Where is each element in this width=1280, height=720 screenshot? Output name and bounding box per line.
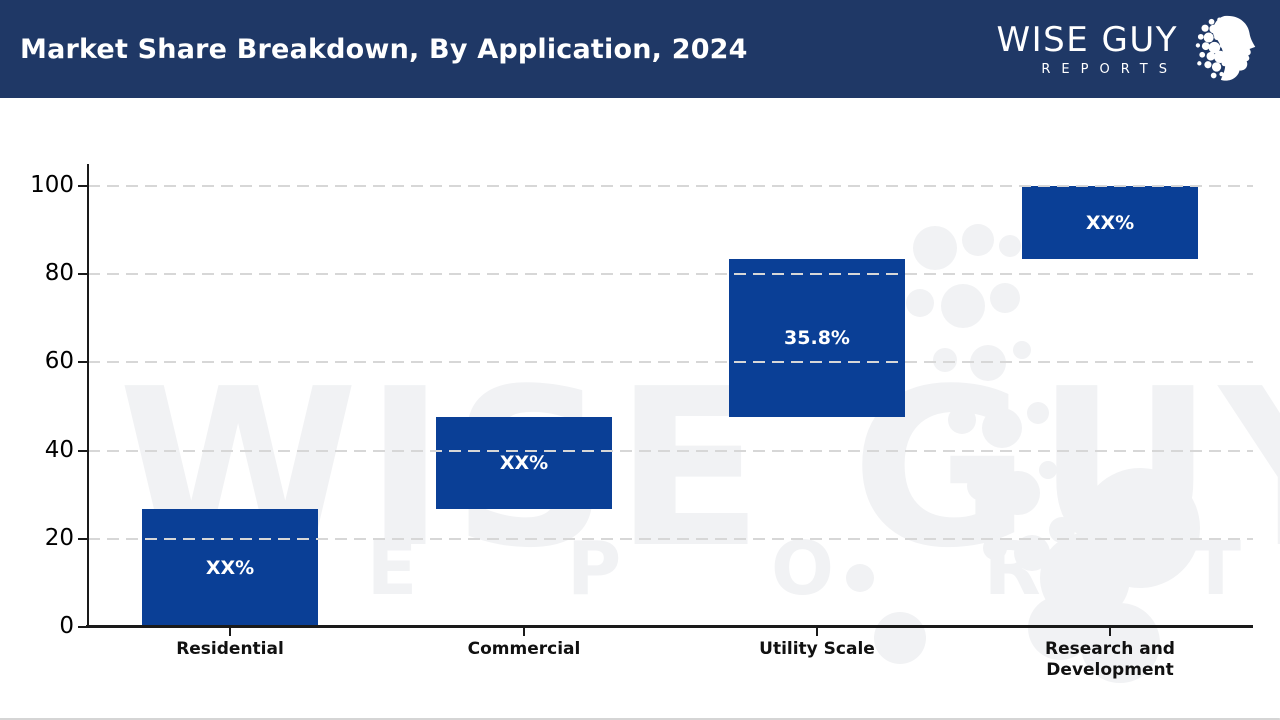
gridline <box>88 361 1253 364</box>
x-tick <box>523 628 525 636</box>
x-category-label: Residential <box>176 639 284 659</box>
waterfall-chart: WISE GUY R E P O R T S 020406080100XX%Re… <box>0 98 1280 718</box>
y-tick <box>78 537 88 540</box>
brand-subname: REPORTS <box>1041 61 1178 77</box>
bar-value-label: XX% <box>1085 211 1135 234</box>
y-tick <box>78 361 88 364</box>
y-tick-label: 0 <box>59 613 74 639</box>
page-title: Market Share Breakdown, By Application, … <box>20 33 748 65</box>
x-tick <box>816 628 818 636</box>
y-tick-label: 40 <box>44 436 74 463</box>
bar: XX% <box>142 508 318 627</box>
header-bar: Market Share Breakdown, By Application, … <box>0 0 1280 98</box>
bar-value-label: XX% <box>499 451 549 474</box>
y-tick <box>78 626 88 628</box>
brand-logo: WISE GUY REPORTS <box>996 9 1270 89</box>
gridline <box>88 537 1253 540</box>
brand-name: WISE GUY <box>996 19 1178 60</box>
brand-logo-text: WISE GUY REPORTS <box>996 23 1178 76</box>
bar-value-label: XX% <box>205 556 255 579</box>
y-tick-label: 20 <box>44 524 74 551</box>
dotted-face-logo-icon <box>1195 15 1256 81</box>
y-tick-label: 60 <box>44 348 74 375</box>
bar: 35.8% <box>729 259 905 418</box>
x-tick <box>229 628 231 636</box>
x-tick <box>1109 628 1111 636</box>
gridline <box>88 449 1253 452</box>
x-axis-spine <box>86 625 1253 628</box>
y-axis-spine <box>87 164 89 627</box>
y-tick <box>78 185 88 187</box>
bar: XX% <box>1022 186 1198 260</box>
x-category-label: Utility Scale <box>759 639 875 659</box>
y-tick <box>78 449 88 452</box>
gridline <box>88 185 1253 187</box>
y-tick-label: 80 <box>44 260 74 287</box>
y-tick <box>78 273 88 276</box>
y-tick-label: 100 <box>30 172 74 198</box>
gridline <box>88 273 1253 276</box>
x-category-label: Commercial <box>467 639 581 659</box>
bar-value-label: 35.8% <box>784 327 850 350</box>
x-category-label: Research and Development <box>1045 639 1175 681</box>
bar: XX% <box>436 417 612 509</box>
